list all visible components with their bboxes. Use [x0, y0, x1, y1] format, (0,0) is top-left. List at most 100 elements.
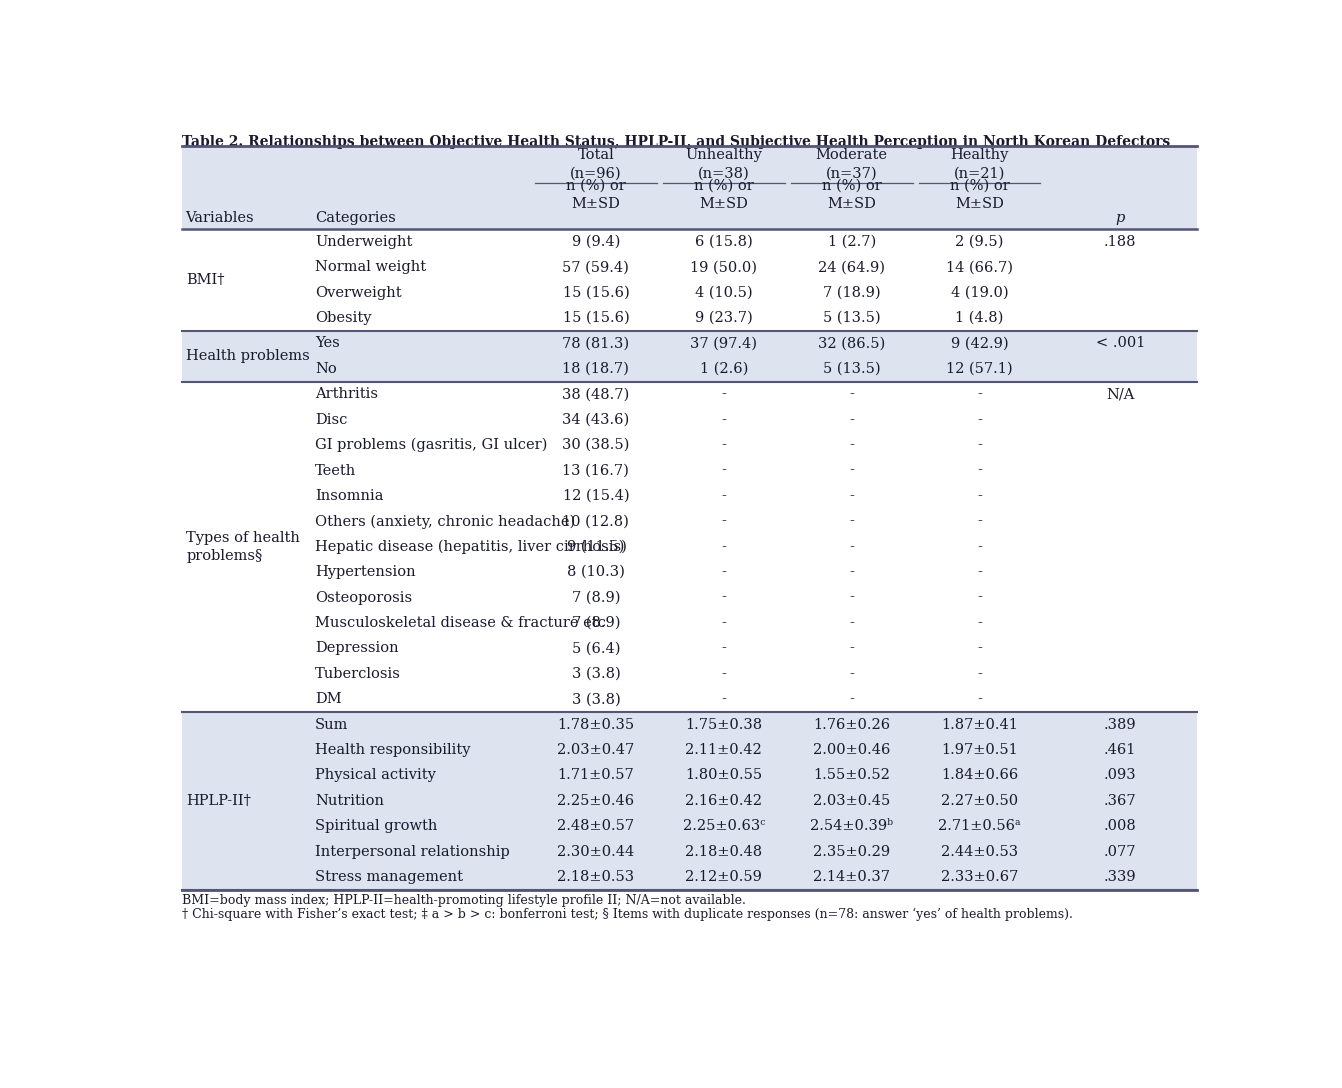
Text: -: - [849, 412, 854, 426]
Bar [181, 146, 1197, 230]
Text: 9 (23.7): 9 (23.7) [695, 311, 753, 325]
Text: -: - [977, 489, 982, 503]
Bar [181, 458, 1197, 483]
Text: Obesity: Obesity [315, 311, 372, 325]
Text: 32 (86.5): 32 (86.5) [819, 336, 886, 350]
Text: 1.78±0.35: 1.78±0.35 [557, 718, 635, 731]
Text: 6 (15.8): 6 (15.8) [695, 235, 753, 249]
Text: 30 (38.5): 30 (38.5) [562, 438, 629, 453]
Text: 2.12±0.59: 2.12±0.59 [686, 870, 762, 885]
Text: -: - [849, 565, 854, 579]
Text: -: - [977, 438, 982, 453]
Text: Stress management: Stress management [315, 870, 463, 885]
Text: -: - [849, 489, 854, 503]
Bar [181, 585, 1197, 610]
Text: Moderate
(n=37): Moderate (n=37) [816, 148, 887, 181]
Text: -: - [849, 387, 854, 401]
Text: 4 (10.5): 4 (10.5) [695, 286, 753, 299]
Text: -: - [722, 412, 726, 426]
Text: Unhealthy
(n=38): Unhealthy (n=38) [686, 148, 762, 181]
Text: 2.25±0.63ᶜ: 2.25±0.63ᶜ [683, 819, 765, 833]
Text: -: - [977, 387, 982, 401]
Text: -: - [977, 412, 982, 426]
Text: Categories: Categories [315, 211, 396, 225]
Text: 2.18±0.53: 2.18±0.53 [557, 870, 635, 885]
Text: n (%) or
M±SD: n (%) or M±SD [566, 180, 625, 211]
Text: 2.44±0.53: 2.44±0.53 [941, 844, 1019, 858]
Text: 1.87±0.41: 1.87±0.41 [941, 718, 1019, 731]
Text: 3 (3.8): 3 (3.8) [572, 692, 620, 706]
Text: 14 (66.7): 14 (66.7) [946, 260, 1013, 274]
Text: Disc: Disc [315, 412, 348, 426]
Bar [181, 839, 1197, 864]
Text: Sum: Sum [315, 718, 349, 731]
Text: -: - [849, 463, 854, 478]
Text: Healthy
(n=21): Healthy (n=21) [950, 148, 1009, 181]
Text: 1.55±0.52: 1.55±0.52 [813, 768, 890, 782]
Text: 2.25±0.46: 2.25±0.46 [557, 794, 635, 808]
Text: 7 (8.9): 7 (8.9) [572, 616, 620, 630]
Text: 37 (97.4): 37 (97.4) [690, 336, 757, 350]
Text: Nutrition: Nutrition [315, 794, 384, 808]
Text: .367: .367 [1104, 794, 1137, 808]
Text: -: - [849, 540, 854, 554]
Text: Health responsibility: Health responsibility [315, 743, 471, 757]
Text: .461: .461 [1104, 743, 1137, 757]
Text: 2.18±0.48: 2.18±0.48 [686, 844, 762, 858]
Text: 2.16±0.42: 2.16±0.42 [686, 794, 762, 808]
Text: -: - [977, 591, 982, 605]
Text: -: - [722, 438, 726, 453]
Text: Total
(n=96): Total (n=96) [570, 148, 621, 181]
Text: 78 (81.3): 78 (81.3) [562, 336, 629, 350]
Text: -: - [977, 463, 982, 478]
Text: .008: .008 [1104, 819, 1137, 833]
Text: p: p [1115, 211, 1125, 225]
Text: -: - [722, 642, 726, 655]
Text: Tuberclosis: Tuberclosis [315, 667, 401, 681]
Bar [181, 864, 1197, 890]
Text: .188: .188 [1104, 235, 1137, 249]
Bar [181, 814, 1197, 839]
Text: No: No [315, 362, 337, 375]
Text: Health problems: Health problems [187, 349, 310, 363]
Text: GI problems (gasritis, GI ulcer): GI problems (gasritis, GI ulcer) [315, 437, 548, 453]
Text: Depression: Depression [315, 642, 399, 655]
Text: 7 (8.9): 7 (8.9) [572, 591, 620, 605]
Text: -: - [849, 515, 854, 529]
Text: Table 2. Relationships between Objective Health Status, HPLP-II, and Subjective : Table 2. Relationships between Objective… [181, 135, 1170, 149]
Bar [181, 635, 1197, 662]
Text: -: - [722, 692, 726, 706]
Text: -: - [722, 667, 726, 681]
Text: 9 (11.5): 9 (11.5) [568, 540, 624, 554]
Text: -: - [977, 540, 982, 554]
Text: 3 (3.8): 3 (3.8) [572, 667, 620, 681]
Text: .077: .077 [1104, 844, 1137, 858]
Text: Hepatic disease (hepatitis, liver cirrhosis): Hepatic disease (hepatitis, liver cirrho… [315, 540, 627, 554]
Bar [181, 559, 1197, 585]
Text: Interpersonal relationship: Interpersonal relationship [315, 844, 510, 858]
Text: 2.30±0.44: 2.30±0.44 [557, 844, 635, 858]
Text: 1.71±0.57: 1.71±0.57 [557, 768, 635, 782]
Text: Osteoporosis: Osteoporosis [315, 591, 412, 605]
Text: 34 (43.6): 34 (43.6) [562, 412, 629, 426]
Text: 1.75±0.38: 1.75±0.38 [686, 718, 762, 731]
Text: 24 (64.9): 24 (64.9) [819, 260, 886, 274]
Text: 15 (15.6): 15 (15.6) [562, 311, 629, 325]
Text: 2.35±0.29: 2.35±0.29 [813, 844, 890, 858]
Text: 2.71±0.56ᵃ: 2.71±0.56ᵃ [938, 819, 1021, 833]
Text: Yes: Yes [315, 336, 340, 350]
Text: † Chi-square with Fisher’s exact test; ‡ a > b > c: bonferroni test; § Items wit: † Chi-square with Fisher’s exact test; ‡… [181, 908, 1072, 922]
Text: Arthritis: Arthritis [315, 387, 378, 401]
Text: n (%) or
M±SD: n (%) or M±SD [694, 180, 754, 211]
Text: DM: DM [315, 692, 342, 706]
Text: 12 (15.4): 12 (15.4) [562, 489, 629, 503]
Text: .093: .093 [1104, 768, 1137, 782]
Text: -: - [722, 616, 726, 630]
Text: -: - [849, 591, 854, 605]
Bar [181, 306, 1197, 331]
Text: Physical activity: Physical activity [315, 768, 436, 782]
Bar [181, 534, 1197, 559]
Text: 9 (42.9): 9 (42.9) [950, 336, 1008, 350]
Text: -: - [849, 667, 854, 681]
Text: 10 (12.8): 10 (12.8) [562, 515, 629, 529]
